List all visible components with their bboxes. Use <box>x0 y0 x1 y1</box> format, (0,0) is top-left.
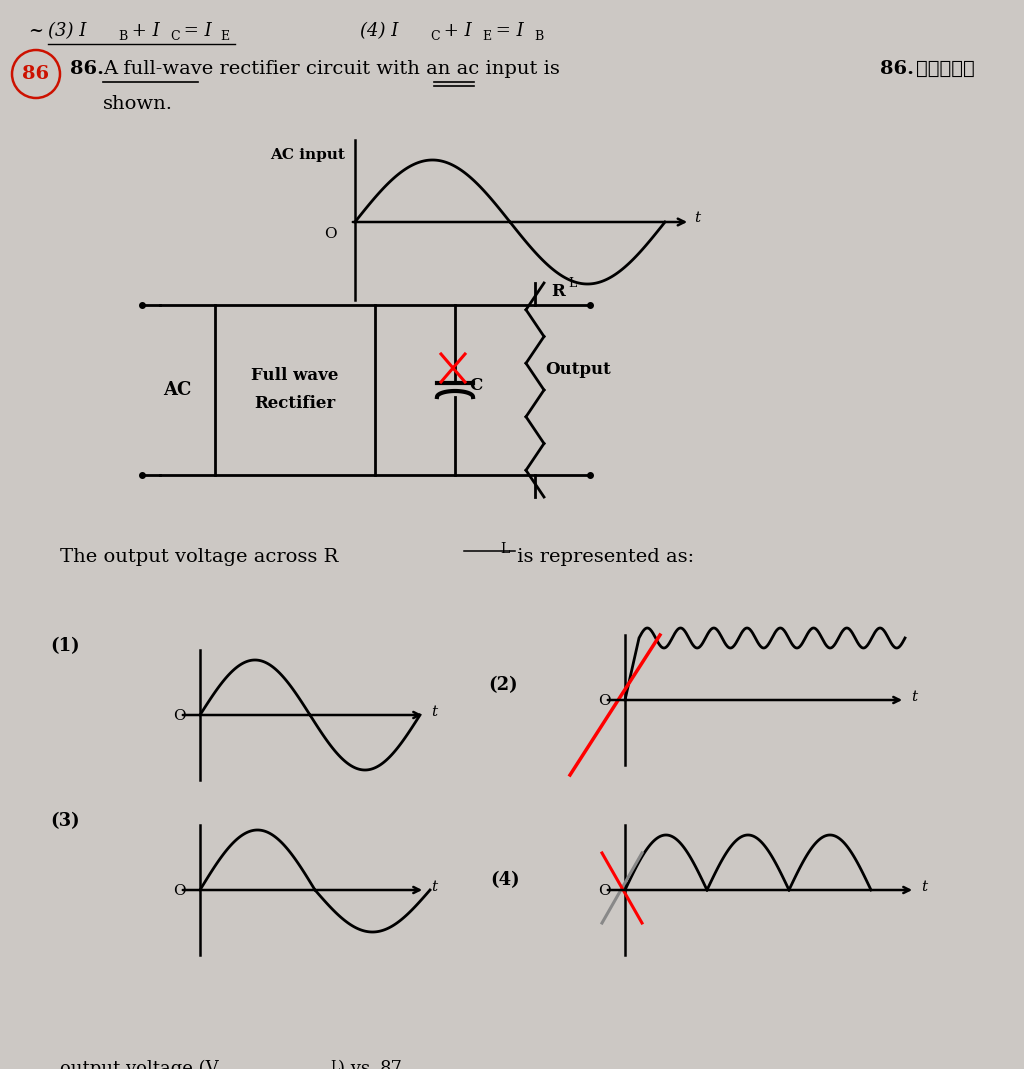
Text: output voltage (V: output voltage (V <box>60 1060 219 1069</box>
Text: t: t <box>694 211 700 224</box>
Text: C: C <box>469 376 482 393</box>
Text: Full wave: Full wave <box>251 368 339 385</box>
Text: E: E <box>220 30 229 43</box>
Text: B: B <box>118 30 127 43</box>
Text: 87: 87 <box>380 1060 402 1069</box>
Text: R: R <box>551 283 565 300</box>
Text: O: O <box>325 227 337 241</box>
Text: = I: = I <box>178 22 212 40</box>
Text: ~: ~ <box>28 22 43 40</box>
Text: Rectifier: Rectifier <box>254 396 336 413</box>
Text: A full-wave rectifier circuit with an ac input is: A full-wave rectifier circuit with an ac… <box>103 60 560 78</box>
Text: t: t <box>911 690 918 704</box>
Text: (3) I: (3) I <box>48 22 86 40</box>
Text: + I: + I <box>126 22 160 40</box>
Text: B: B <box>534 30 544 43</box>
Text: AC input: AC input <box>270 148 345 162</box>
Text: (4) I: (4) I <box>360 22 398 40</box>
Text: The output voltage across R: The output voltage across R <box>60 548 338 566</box>
Text: (3): (3) <box>50 812 80 830</box>
Text: 86.: 86. <box>880 60 914 78</box>
Text: 86.: 86. <box>70 60 104 78</box>
Text: L: L <box>330 1060 339 1069</box>
Text: O: O <box>598 694 611 708</box>
Text: (4): (4) <box>490 871 519 889</box>
Text: + I: + I <box>438 22 472 40</box>
Text: = I: = I <box>490 22 523 40</box>
Bar <box>215 305 375 475</box>
Text: निवेश: निवेश <box>916 60 975 78</box>
Text: O: O <box>598 884 611 898</box>
Text: t: t <box>431 880 437 894</box>
Text: C: C <box>430 30 439 43</box>
Text: (2): (2) <box>488 676 517 694</box>
Text: t: t <box>431 704 437 719</box>
Text: O: O <box>173 884 186 898</box>
Text: shown.: shown. <box>103 95 173 113</box>
Text: Output: Output <box>545 361 610 378</box>
Text: L: L <box>500 542 509 556</box>
Text: t: t <box>921 880 927 894</box>
Text: L: L <box>568 277 577 290</box>
Text: C: C <box>170 30 179 43</box>
Text: O: O <box>173 709 186 723</box>
Text: 86: 86 <box>23 65 49 83</box>
Text: is represented as:: is represented as: <box>511 548 694 566</box>
Text: ) vs: ) vs <box>338 1060 370 1069</box>
Text: AC: AC <box>163 381 191 399</box>
Text: E: E <box>482 30 492 43</box>
Text: (1): (1) <box>50 637 80 655</box>
